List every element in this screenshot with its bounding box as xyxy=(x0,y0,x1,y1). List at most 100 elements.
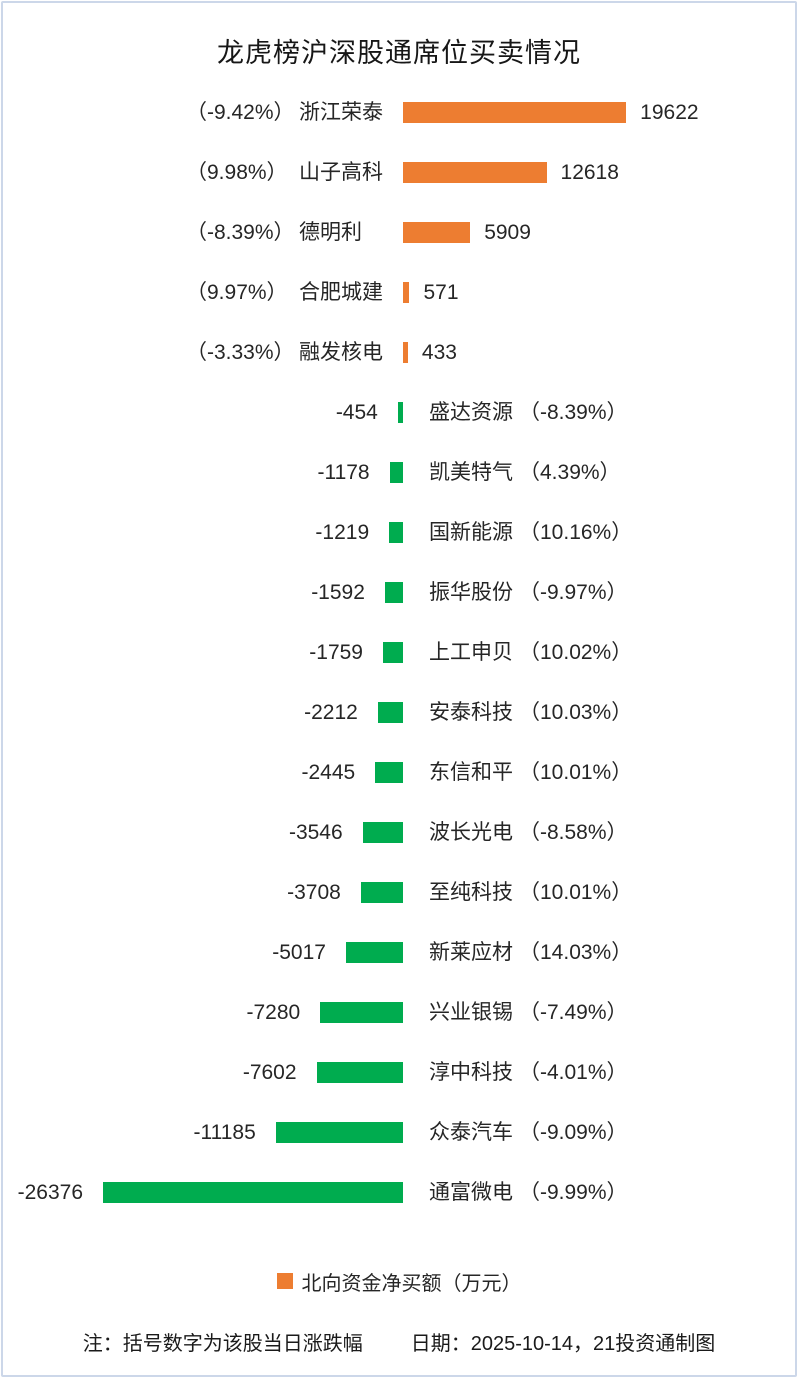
pct-change-label: （10.03%） xyxy=(519,701,633,724)
value-label: -1219 xyxy=(315,521,370,544)
pct-change-label: （4.39%） xyxy=(519,461,621,484)
bar-row: -1592 振华股份 （-9.97%） xyxy=(3,563,795,623)
value-label: -11185 xyxy=(193,1121,256,1144)
value-label: -1759 xyxy=(309,641,363,664)
bar-negative xyxy=(389,522,403,543)
pct-change-label: （9.98%） xyxy=(186,161,288,184)
pct-change-label: （10.01%） xyxy=(519,761,633,784)
stock-name-label: 融发核电 xyxy=(299,341,383,364)
bar-positive xyxy=(403,342,408,363)
bar-negative xyxy=(316,1062,403,1083)
stock-name-label: 盛达资源 xyxy=(429,401,513,424)
stock-name-label: 淳中科技 xyxy=(429,1061,513,1084)
value-label: -3708 xyxy=(287,881,341,904)
bar-row: -1219 国新能源 （10.16%） xyxy=(3,503,795,563)
pct-change-label: （-8.39%） xyxy=(519,401,628,424)
pct-change-label: （10.02%） xyxy=(519,641,633,664)
pct-change-label: （-9.42%） xyxy=(186,101,295,124)
value-label: -2212 xyxy=(304,701,358,724)
stock-name-label: 众泰汽车 xyxy=(429,1121,513,1144)
bar-negative xyxy=(345,942,403,963)
bar-positive xyxy=(403,222,471,243)
value-label: -7602 xyxy=(242,1061,297,1084)
bar-row: -2445 东信和平 （10.01%） xyxy=(3,743,795,803)
bar-positive xyxy=(403,282,410,303)
pct-change-label: （-8.39%） xyxy=(186,221,295,244)
pct-change-label: （10.01%） xyxy=(519,881,633,904)
bar-negative xyxy=(389,462,403,483)
bar-row: （9.98%） 山子高科 12618 xyxy=(3,143,795,203)
bar-row: -7602 淳中科技 （-4.01%） xyxy=(3,1043,795,1103)
stock-name-label: 德明利 xyxy=(299,221,362,244)
stock-name-label: 振华股份 xyxy=(429,581,513,604)
bar-row: -3546 波长光电 （-8.58%） xyxy=(3,803,795,863)
value-label: 12618 xyxy=(560,161,619,184)
pct-change-label: （-7.49%） xyxy=(519,1001,628,1024)
bar-row: -454 盛达资源 （-8.39%） xyxy=(3,383,795,443)
bar-row: （9.97%） 合肥城建 571 xyxy=(3,263,795,323)
pct-change-label: （14.03%） xyxy=(519,941,633,964)
value-label: -2445 xyxy=(301,761,356,784)
bar-negative xyxy=(397,402,403,423)
bar-row: -1178 凯美特气 （4.39%） xyxy=(3,443,795,503)
stock-name-label: 东信和平 xyxy=(429,761,513,784)
pct-change-label: （-9.09%） xyxy=(519,1121,628,1144)
footnote: 注：括号数字为该股当日涨跌幅 日期：2025-10-14，21投资通制图 xyxy=(3,1327,795,1356)
stock-name-label: 通富微电 xyxy=(429,1181,513,1204)
value-label: -26376 xyxy=(17,1181,83,1204)
bar-row: -1759 上工申贝 （10.02%） xyxy=(3,623,795,683)
stock-name-label: 上工申贝 xyxy=(429,641,513,664)
stock-name-label: 凯美特气 xyxy=(429,461,513,484)
legend-swatch-icon xyxy=(276,1273,293,1289)
pct-change-label: （-8.58%） xyxy=(519,821,628,844)
pct-change-label: （-3.33%） xyxy=(186,341,295,364)
chart-title: 龙虎榜沪深股通席位买卖情况 xyxy=(217,38,581,68)
bar-negative xyxy=(362,822,403,843)
value-label: -454 xyxy=(335,401,378,424)
bar-negative xyxy=(377,702,403,723)
bar-row: -3708 至纯科技 （10.01%） xyxy=(3,863,795,923)
date-text: 日期：2025-10-14，21投资通制图 xyxy=(410,1333,716,1355)
bar-rows: （-9.42%） 浙江荣泰 19622 （9.98%） 山子高科 12618 （-8.39%… xyxy=(3,3,795,1375)
bar-row: （-9.42%） 浙江荣泰 19622 xyxy=(3,83,795,143)
pct-change-label: （10.16%） xyxy=(519,521,633,544)
bar-row: -2212 安泰科技 （10.03%） xyxy=(3,683,795,743)
stock-name-label: 浙江荣泰 xyxy=(299,101,383,124)
bar-negative xyxy=(103,1182,403,1203)
bar-positive xyxy=(403,162,547,183)
legend: 北向资金净买额（万元） xyxy=(3,1264,795,1298)
pct-change-label: （-4.01%） xyxy=(519,1061,628,1084)
stock-name-label: 合肥城建 xyxy=(299,281,383,304)
bar-negative xyxy=(360,882,403,903)
value-label: -1592 xyxy=(311,581,365,604)
value-label: -3546 xyxy=(288,821,343,844)
pct-change-label: （-9.99%） xyxy=(519,1181,628,1204)
bar-negative xyxy=(375,762,403,783)
legend-label: 北向资金净买额（万元） xyxy=(301,1272,522,1295)
bar-positive xyxy=(403,102,627,123)
bar-negative xyxy=(384,582,403,603)
stock-name-label: 安泰科技 xyxy=(429,701,513,724)
bar-negative xyxy=(320,1002,403,1023)
bar-row: （-3.33%） 融发核电 433 xyxy=(3,323,795,383)
stock-name-label: 波长光电 xyxy=(429,821,513,844)
bar-row: -11185 众泰汽车 （-9.09%） xyxy=(3,1103,795,1163)
bar-negative xyxy=(382,642,403,663)
value-label: 19622 xyxy=(640,101,699,124)
stock-name-label: 兴业银锡 xyxy=(429,1001,513,1024)
pct-change-label: （-9.97%） xyxy=(519,581,628,604)
value-label: 433 xyxy=(421,341,457,364)
bar-row: （-8.39%） 德明利 5909 xyxy=(3,203,795,263)
value-label: 571 xyxy=(423,281,459,304)
value-label: -5017 xyxy=(272,941,326,964)
value-label: -1178 xyxy=(317,461,370,484)
stock-name-label: 山子高科 xyxy=(299,161,383,184)
value-label: 5909 xyxy=(484,221,531,244)
bar-row: -7280 兴业银锡 （-7.49%） xyxy=(3,983,795,1043)
pct-change-label: （9.97%） xyxy=(186,281,288,304)
bar-row: -5017 新莱应材 （14.03%） xyxy=(3,923,795,983)
stock-name-label: 国新能源 xyxy=(429,521,513,544)
value-label: -7280 xyxy=(246,1001,301,1024)
stock-name-label: 新莱应材 xyxy=(429,941,513,964)
bar-negative xyxy=(275,1122,403,1143)
